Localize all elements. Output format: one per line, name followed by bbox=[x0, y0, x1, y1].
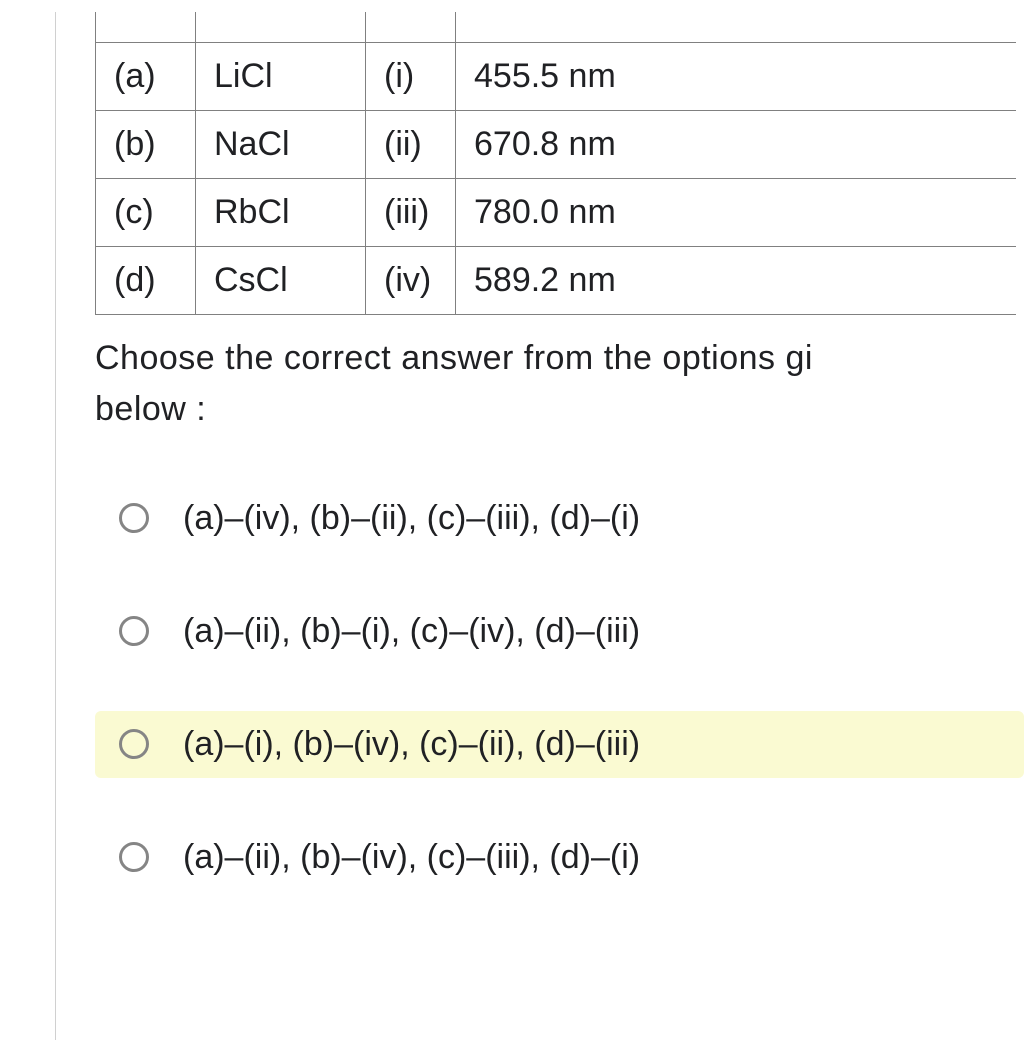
table-row: (c) RbCl (iii) 780.0 nm bbox=[96, 178, 1016, 246]
table-cell-label: (i) bbox=[366, 42, 456, 110]
table-header-row bbox=[96, 12, 1016, 42]
table-cell-item: CsCl bbox=[196, 246, 366, 314]
answer-option[interactable]: (a)–(ii), (b)–(iv), (c)–(iii), (d)–(i) bbox=[95, 824, 1024, 891]
option-text: (a)–(iv), (b)–(ii), (c)–(iii), (d)–(i) bbox=[183, 499, 640, 538]
table-cell-item: NaCl bbox=[196, 110, 366, 178]
table-row: (a) LiCl (i) 455.5 nm bbox=[96, 42, 1016, 110]
question-instruction: Choose the correct answer from the optio… bbox=[95, 333, 1024, 435]
table-cell-item: LiCl bbox=[196, 42, 366, 110]
page-margin-line bbox=[55, 12, 56, 1040]
table-cell-label: (b) bbox=[96, 110, 196, 178]
radio-icon[interactable] bbox=[119, 842, 149, 872]
table-cell-label: (d) bbox=[96, 246, 196, 314]
table-cell-label: (a) bbox=[96, 42, 196, 110]
table-cell-label: (iv) bbox=[366, 246, 456, 314]
table-cell-label: (c) bbox=[96, 178, 196, 246]
options-list: (a)–(iv), (b)–(ii), (c)–(iii), (d)–(i) (… bbox=[95, 485, 1024, 891]
table-cell bbox=[456, 12, 1016, 42]
table-cell-item: 455.5 nm bbox=[456, 42, 1016, 110]
table-cell-item: 780.0 nm bbox=[456, 178, 1016, 246]
table-cell-item: 670.8 nm bbox=[456, 110, 1016, 178]
table-row: (b) NaCl (ii) 670.8 nm bbox=[96, 110, 1016, 178]
table-cell-label: (ii) bbox=[366, 110, 456, 178]
radio-icon[interactable] bbox=[119, 616, 149, 646]
answer-option[interactable]: (a)–(iv), (b)–(ii), (c)–(iii), (d)–(i) bbox=[95, 485, 1024, 552]
table-cell bbox=[96, 12, 196, 42]
table-cell-label: (iii) bbox=[366, 178, 456, 246]
option-text: (a)–(ii), (b)–(iv), (c)–(iii), (d)–(i) bbox=[183, 838, 640, 877]
instruction-line: Choose the correct answer from the optio… bbox=[95, 339, 813, 377]
answer-option[interactable]: (a)–(ii), (b)–(i), (c)–(iv), (d)–(iii) bbox=[95, 598, 1024, 665]
option-text: (a)–(i), (b)–(iv), (c)–(ii), (d)–(iii) bbox=[183, 725, 640, 764]
table-cell-item: RbCl bbox=[196, 178, 366, 246]
radio-icon[interactable] bbox=[119, 503, 149, 533]
answer-option-selected[interactable]: (a)–(i), (b)–(iv), (c)–(ii), (d)–(iii) bbox=[95, 711, 1024, 778]
matching-table: (a) LiCl (i) 455.5 nm (b) NaCl (ii) 670.… bbox=[95, 12, 1016, 315]
question-page: (a) LiCl (i) 455.5 nm (b) NaCl (ii) 670.… bbox=[0, 12, 1024, 891]
table-cell bbox=[366, 12, 456, 42]
radio-icon[interactable] bbox=[119, 729, 149, 759]
table-cell-item: 589.2 nm bbox=[456, 246, 1016, 314]
table-cell bbox=[196, 12, 366, 42]
instruction-line: below : bbox=[95, 390, 206, 428]
table-row: (d) CsCl (iv) 589.2 nm bbox=[96, 246, 1016, 314]
option-text: (a)–(ii), (b)–(i), (c)–(iv), (d)–(iii) bbox=[183, 612, 640, 651]
